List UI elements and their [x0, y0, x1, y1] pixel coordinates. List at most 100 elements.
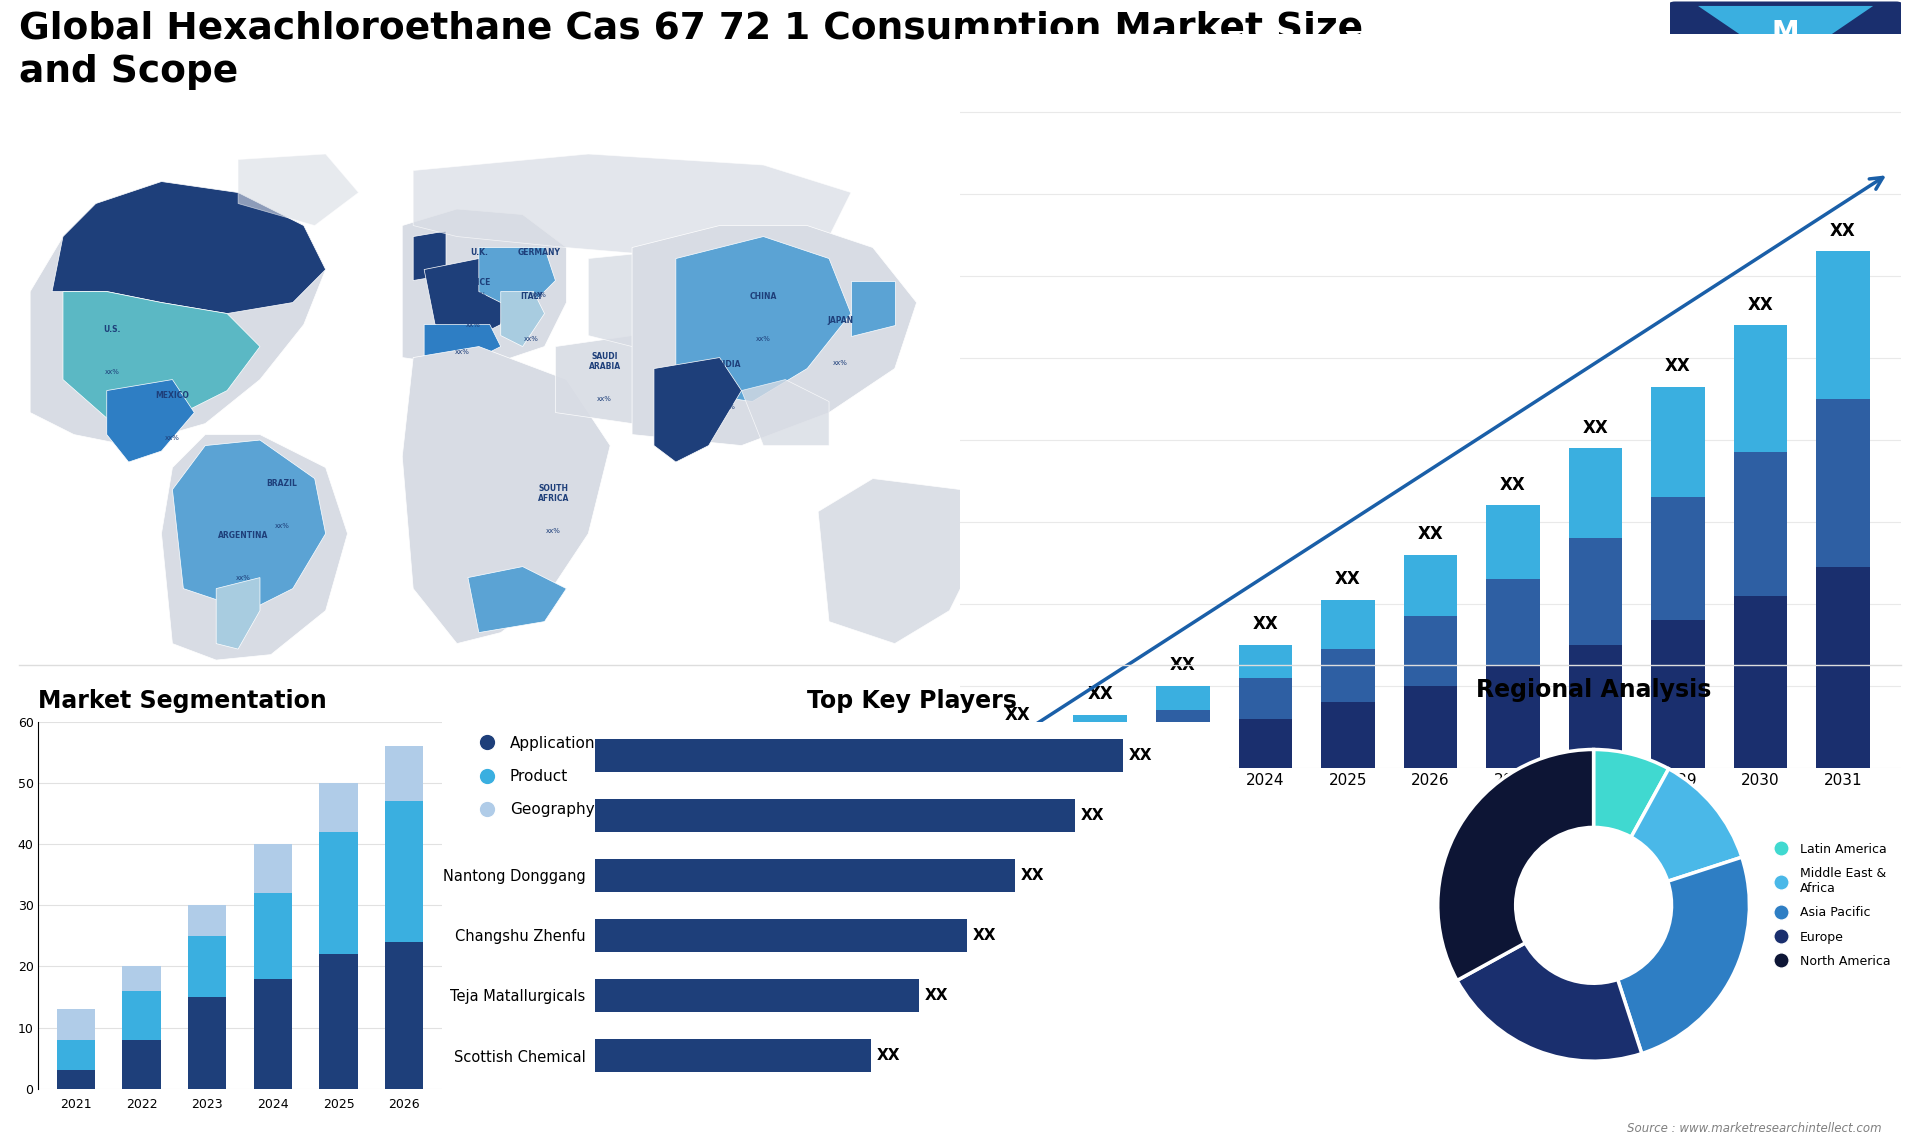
Bar	[595, 919, 968, 952]
Text: XX: XX	[1004, 706, 1031, 723]
Bar	[1238, 677, 1292, 719]
Polygon shape	[31, 181, 326, 446]
Polygon shape	[52, 181, 326, 314]
Text: XX: XX	[1334, 571, 1361, 588]
Legend: Application, Product, Geography: Application, Product, Geography	[465, 730, 601, 824]
Polygon shape	[173, 440, 326, 611]
Text: xx%: xx%	[472, 291, 486, 298]
Polygon shape	[413, 154, 851, 259]
Bar	[386, 746, 422, 801]
Bar	[991, 735, 1044, 744]
Bar	[595, 1039, 872, 1072]
Bar	[1816, 567, 1870, 768]
Bar	[595, 979, 920, 1012]
Text: U.S.: U.S.	[104, 324, 121, 333]
Polygon shape	[478, 248, 555, 303]
Text: XX: XX	[1830, 222, 1857, 240]
Polygon shape	[63, 291, 259, 418]
Bar	[1404, 617, 1457, 685]
Polygon shape	[424, 259, 511, 342]
FancyBboxPatch shape	[1668, 1, 1903, 148]
Text: SPAIN: SPAIN	[449, 305, 476, 314]
Text: XX: XX	[1500, 476, 1526, 494]
Text: FRANCE: FRANCE	[457, 277, 492, 286]
Polygon shape	[238, 154, 359, 226]
Bar	[1734, 325, 1788, 453]
Bar	[1156, 735, 1210, 768]
Text: XX: XX	[973, 928, 996, 943]
Bar	[1569, 448, 1622, 539]
Bar	[58, 1010, 94, 1039]
Title: Top Key Players: Top Key Players	[806, 689, 1018, 713]
Text: XX: XX	[1747, 296, 1774, 314]
Bar	[1073, 731, 1127, 747]
Text: XX: XX	[1021, 868, 1044, 882]
Bar	[1816, 251, 1870, 399]
Polygon shape	[161, 434, 348, 660]
Text: xx%: xx%	[275, 523, 290, 528]
Text: xx%: xx%	[467, 322, 480, 328]
Bar	[1238, 719, 1292, 768]
Bar	[1569, 645, 1622, 768]
Bar	[1321, 649, 1375, 702]
Bar	[253, 893, 292, 979]
Text: XX: XX	[1087, 685, 1114, 704]
Text: MARKET
RESEARCH
INTELLECT: MARKET RESEARCH INTELLECT	[1755, 83, 1816, 120]
Polygon shape	[741, 379, 829, 446]
Bar	[1816, 399, 1870, 567]
Polygon shape	[413, 231, 445, 281]
Polygon shape	[1697, 6, 1874, 65]
Text: xx%: xx%	[204, 291, 219, 298]
Bar	[319, 832, 357, 955]
Bar	[1404, 555, 1457, 617]
Text: XX: XX	[1582, 418, 1609, 437]
Polygon shape	[632, 226, 916, 446]
Text: ITALY: ITALY	[520, 291, 543, 300]
Bar	[123, 966, 161, 991]
Text: JAPAN: JAPAN	[828, 316, 852, 324]
Bar	[319, 783, 357, 832]
Text: INDIA: INDIA	[716, 360, 741, 369]
Bar	[1156, 685, 1210, 711]
Polygon shape	[424, 324, 501, 369]
Bar	[1156, 711, 1210, 735]
Polygon shape	[818, 479, 983, 644]
Text: GERMANY: GERMANY	[518, 248, 561, 257]
Text: XX: XX	[1252, 615, 1279, 634]
Text: xx%: xx%	[165, 434, 180, 440]
Polygon shape	[401, 346, 611, 644]
Polygon shape	[108, 379, 194, 462]
Text: M: M	[1772, 18, 1799, 47]
Polygon shape	[555, 336, 655, 424]
Bar	[1486, 666, 1540, 768]
Polygon shape	[401, 209, 566, 369]
Wedge shape	[1619, 857, 1749, 1053]
Text: xx%: xx%	[236, 575, 252, 581]
Text: SOUTH
AFRICA: SOUTH AFRICA	[538, 484, 568, 503]
Bar	[1073, 747, 1127, 768]
Bar	[188, 905, 227, 936]
Bar	[58, 1070, 94, 1089]
Text: xx%: xx%	[833, 360, 847, 366]
Text: XX: XX	[1081, 808, 1104, 823]
Bar	[123, 1039, 161, 1089]
Bar	[1486, 505, 1540, 579]
Text: XX: XX	[925, 988, 948, 1003]
Bar	[386, 942, 422, 1089]
Polygon shape	[851, 281, 895, 336]
Text: xx%: xx%	[597, 397, 612, 402]
Bar	[1238, 645, 1292, 677]
Polygon shape	[588, 248, 764, 346]
Bar	[1651, 620, 1705, 768]
Bar	[1404, 685, 1457, 768]
Polygon shape	[655, 358, 741, 462]
Text: xx%: xx%	[106, 369, 119, 375]
Bar	[253, 845, 292, 893]
Text: CANADA: CANADA	[192, 248, 228, 257]
Bar	[1651, 497, 1705, 620]
Text: U.K.: U.K.	[470, 248, 488, 257]
Wedge shape	[1438, 749, 1594, 981]
Text: ARGENTINA: ARGENTINA	[219, 531, 269, 540]
Text: Market Segmentation: Market Segmentation	[38, 689, 326, 713]
Text: XX: XX	[877, 1047, 900, 1063]
